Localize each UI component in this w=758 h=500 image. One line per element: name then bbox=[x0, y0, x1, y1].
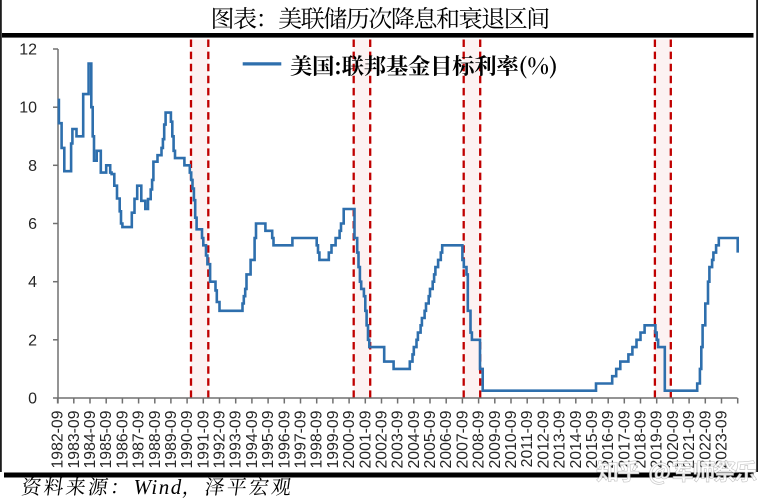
svg-text:1983-09: 1983-09 bbox=[66, 410, 83, 468]
svg-text:Wind: Wind bbox=[134, 475, 183, 499]
svg-text:1982-09: 1982-09 bbox=[50, 410, 67, 468]
svg-text:1985-09: 1985-09 bbox=[98, 410, 115, 468]
svg-text:2018-09: 2018-09 bbox=[633, 410, 650, 468]
svg-text:1998-09: 1998-09 bbox=[309, 410, 326, 468]
svg-text:2007-09: 2007-09 bbox=[454, 410, 471, 468]
svg-text:2010-09: 2010-09 bbox=[503, 410, 520, 468]
svg-text:2020-09: 2020-09 bbox=[665, 410, 682, 468]
svg-text:2009-09: 2009-09 bbox=[487, 410, 504, 468]
svg-text:1993-09: 1993-09 bbox=[228, 410, 245, 468]
svg-text:2016-09: 2016-09 bbox=[600, 410, 617, 468]
svg-text:2023-09: 2023-09 bbox=[714, 410, 731, 468]
svg-text:2: 2 bbox=[28, 332, 37, 349]
svg-text:12: 12 bbox=[19, 42, 37, 59]
svg-text:2002-09: 2002-09 bbox=[374, 410, 391, 468]
svg-text:2022-09: 2022-09 bbox=[697, 410, 714, 468]
svg-text:1995-09: 1995-09 bbox=[260, 410, 277, 468]
svg-text:1989-09: 1989-09 bbox=[163, 410, 180, 468]
svg-text:1994-09: 1994-09 bbox=[244, 410, 261, 468]
svg-text:2017-09: 2017-09 bbox=[616, 410, 633, 468]
svg-text:1992-09: 1992-09 bbox=[212, 410, 229, 468]
svg-text:2003-09: 2003-09 bbox=[390, 410, 407, 468]
svg-text:1996-09: 1996-09 bbox=[276, 410, 293, 468]
svg-text:10: 10 bbox=[19, 100, 37, 117]
svg-text:2005-09: 2005-09 bbox=[422, 410, 439, 468]
svg-text:1997-09: 1997-09 bbox=[293, 410, 310, 468]
svg-text:2004-09: 2004-09 bbox=[406, 410, 423, 468]
svg-text:2012-09: 2012-09 bbox=[535, 410, 552, 468]
svg-text:2008-09: 2008-09 bbox=[471, 410, 488, 468]
svg-text:0: 0 bbox=[28, 391, 37, 408]
svg-text:1987-09: 1987-09 bbox=[131, 410, 148, 468]
svg-text:2000-09: 2000-09 bbox=[341, 410, 358, 468]
svg-text:2015-09: 2015-09 bbox=[584, 410, 601, 468]
svg-text:1991-09: 1991-09 bbox=[195, 410, 212, 468]
svg-text:2014-09: 2014-09 bbox=[568, 410, 585, 468]
svg-text:2013-09: 2013-09 bbox=[552, 410, 569, 468]
svg-text:8: 8 bbox=[28, 158, 37, 175]
svg-text:1986-09: 1986-09 bbox=[114, 410, 131, 468]
svg-text:1990-09: 1990-09 bbox=[179, 410, 196, 468]
svg-text:2001-09: 2001-09 bbox=[357, 410, 374, 468]
svg-text:6: 6 bbox=[28, 216, 37, 233]
svg-text:1999-09: 1999-09 bbox=[325, 410, 342, 468]
svg-text:2011-09: 2011-09 bbox=[519, 410, 536, 467]
svg-text:1988-09: 1988-09 bbox=[147, 410, 164, 468]
svg-text:1984-09: 1984-09 bbox=[82, 410, 99, 468]
svg-text:2006-09: 2006-09 bbox=[438, 410, 455, 468]
svg-text:2019-09: 2019-09 bbox=[649, 410, 666, 468]
svg-text:4: 4 bbox=[28, 274, 37, 291]
svg-text:2021-09: 2021-09 bbox=[681, 410, 698, 468]
